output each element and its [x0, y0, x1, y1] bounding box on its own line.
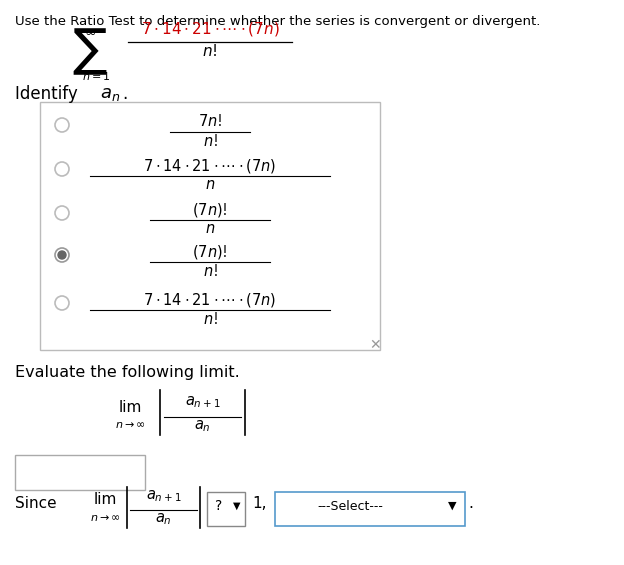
Text: .: . — [122, 85, 127, 103]
Text: ▼: ▼ — [233, 501, 241, 511]
Text: $n \to \infty$: $n \to \infty$ — [90, 513, 120, 523]
Text: ✕: ✕ — [369, 338, 381, 352]
Text: $n$: $n$ — [205, 221, 215, 236]
Text: lim: lim — [94, 493, 117, 507]
Text: $a_{n+1}$: $a_{n+1}$ — [146, 488, 181, 504]
Text: $n!$: $n!$ — [202, 43, 218, 59]
Text: $\sum$: $\sum$ — [72, 27, 108, 77]
Text: $a_n$: $a_n$ — [194, 418, 211, 434]
Text: lim: lim — [119, 399, 142, 415]
Text: $7n!$: $7n!$ — [198, 113, 222, 129]
Text: $n$: $n$ — [205, 177, 215, 192]
Text: ▼: ▼ — [448, 501, 456, 511]
Text: $7 \cdot 14 \cdot 21 \cdot \cdots \cdot (7n)$: $7 \cdot 14 \cdot 21 \cdot \cdots \cdot … — [144, 157, 276, 175]
Text: $n!$: $n!$ — [203, 311, 217, 327]
Text: Identify: Identify — [15, 85, 83, 103]
Text: ?: ? — [215, 499, 223, 513]
Text: $a_n$: $a_n$ — [155, 511, 172, 527]
FancyBboxPatch shape — [275, 492, 465, 526]
Text: $n!$: $n!$ — [203, 263, 217, 279]
Text: ---Select---: ---Select--- — [317, 499, 383, 512]
FancyBboxPatch shape — [207, 492, 245, 526]
Text: $7 \cdot 14 \cdot 21 \cdot \cdots \cdot (7n)$: $7 \cdot 14 \cdot 21 \cdot \cdots \cdot … — [144, 291, 276, 309]
Text: Use the Ratio Test to determine whether the series is convergent or divergent.: Use the Ratio Test to determine whether … — [15, 15, 540, 28]
Text: 1,: 1, — [252, 497, 266, 511]
Text: $n \to \infty$: $n \to \infty$ — [115, 420, 145, 430]
Text: $(7n)!$: $(7n)!$ — [192, 243, 228, 261]
Text: $n!$: $n!$ — [203, 133, 217, 149]
Text: $n=1$: $n=1$ — [82, 70, 110, 82]
Text: Evaluate the following limit.: Evaluate the following limit. — [15, 365, 240, 380]
FancyBboxPatch shape — [15, 455, 145, 490]
Text: $a_{n+1}$: $a_{n+1}$ — [185, 394, 220, 410]
Text: .: . — [468, 497, 473, 511]
Text: Since: Since — [15, 497, 57, 511]
FancyBboxPatch shape — [40, 102, 380, 350]
Text: $7 \cdot 14 \cdot 21 \cdot \cdots \cdot (7n)$: $7 \cdot 14 \cdot 21 \cdot \cdots \cdot … — [140, 20, 280, 38]
Text: $a_n$: $a_n$ — [100, 85, 120, 103]
Text: $\infty$: $\infty$ — [84, 25, 96, 39]
Circle shape — [58, 251, 66, 259]
Text: $(7n)!$: $(7n)!$ — [192, 201, 228, 219]
